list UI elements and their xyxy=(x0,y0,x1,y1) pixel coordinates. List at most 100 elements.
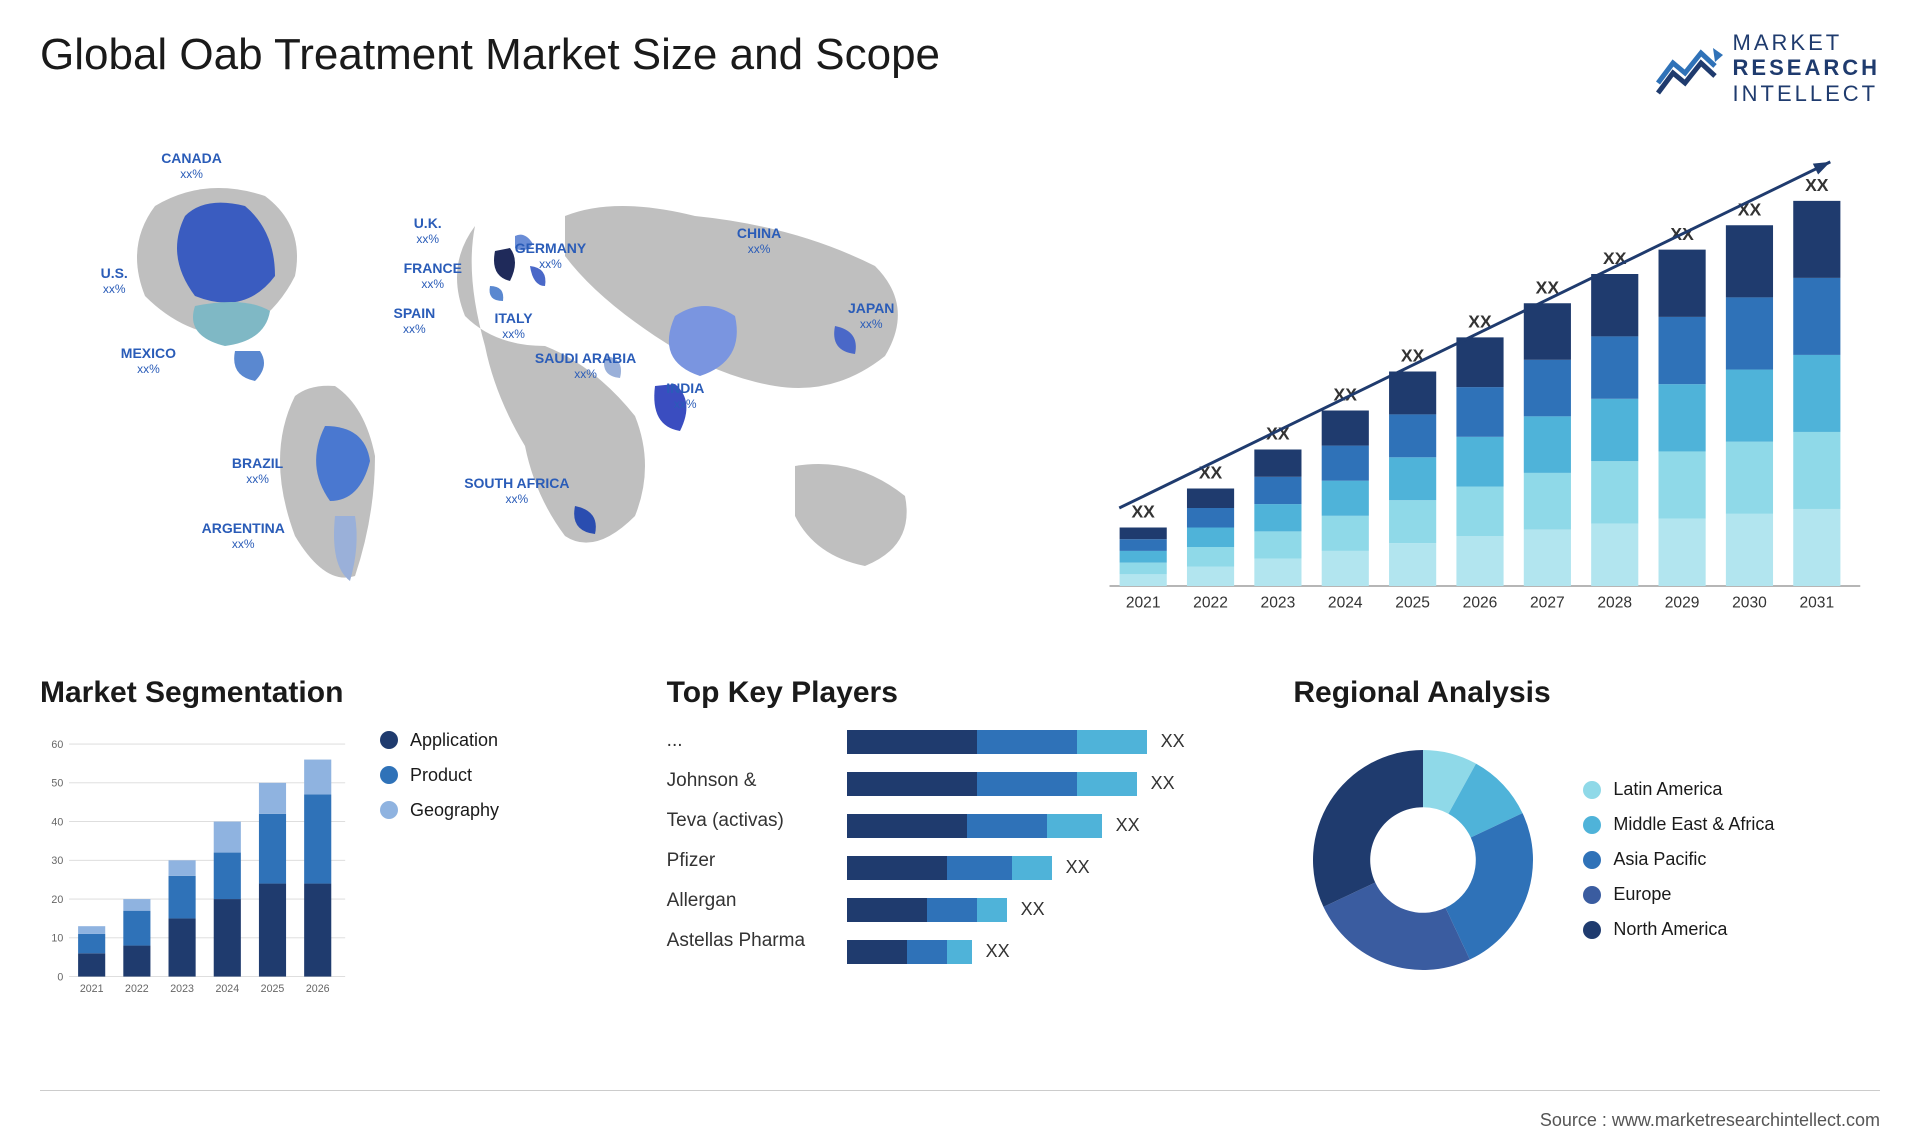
legend-item: Geography xyxy=(380,800,499,821)
source-attribution: Source : www.marketresearchintellect.com xyxy=(1540,1110,1880,1131)
map-country-label: GERMANYxx% xyxy=(515,241,587,272)
player-bar xyxy=(847,730,1147,754)
players-panel: Top Key Players ... Johnson & Teva (activa… xyxy=(667,676,1254,1010)
svg-text:XX: XX xyxy=(1199,463,1223,483)
player-label: Teva (activas) xyxy=(667,810,827,832)
svg-text:2026: 2026 xyxy=(1463,594,1498,611)
svg-text:2029: 2029 xyxy=(1665,594,1700,611)
player-bar-row: XX xyxy=(847,730,1254,754)
svg-text:2023: 2023 xyxy=(1261,594,1296,611)
map-country-label: U.S.xx% xyxy=(101,266,128,297)
panel-title: Top Key Players xyxy=(667,676,1254,710)
svg-text:60: 60 xyxy=(51,739,63,751)
player-bar-segment xyxy=(1047,814,1102,838)
player-bar-row: XX xyxy=(847,898,1254,922)
svg-text:10: 10 xyxy=(51,933,63,945)
svg-text:2028: 2028 xyxy=(1597,594,1632,611)
legend-label: Application xyxy=(410,730,498,751)
player-bar-segment xyxy=(977,898,1007,922)
map-country-label: MEXICOxx% xyxy=(121,346,176,377)
legend-swatch xyxy=(380,801,398,819)
regional-donut xyxy=(1293,730,1553,990)
legend-label: Product xyxy=(410,765,472,786)
player-bar-row: XX xyxy=(847,814,1254,838)
player-bar-row: XX xyxy=(847,772,1254,796)
player-bar-segment xyxy=(847,940,907,964)
player-label: Johnson & xyxy=(667,770,827,792)
map-country-label: FRANCExx% xyxy=(404,261,462,292)
panel-title: Market Segmentation xyxy=(40,676,627,710)
map-country-label: SOUTH AFRICAxx% xyxy=(464,476,569,507)
legend-swatch xyxy=(1583,781,1601,799)
legend-label: Asia Pacific xyxy=(1613,849,1706,870)
svg-text:2030: 2030 xyxy=(1732,594,1767,611)
player-bar-segment xyxy=(847,772,977,796)
svg-text:50: 50 xyxy=(51,778,63,790)
svg-text:2031: 2031 xyxy=(1799,594,1834,611)
map-country-label: ITALYxx% xyxy=(495,311,533,342)
page-title: Global Oab Treatment Market Size and Sco… xyxy=(40,30,940,80)
map-country-label: SAUDI ARABIAxx% xyxy=(535,351,636,382)
player-bar-segment xyxy=(907,940,947,964)
map-country-label: U.K.xx% xyxy=(414,216,442,247)
legend-swatch xyxy=(1583,851,1601,869)
legend-label: Latin America xyxy=(1613,779,1722,800)
player-bar-segment xyxy=(847,814,967,838)
svg-text:2023: 2023 xyxy=(170,983,194,995)
svg-text:2022: 2022 xyxy=(125,983,149,995)
svg-text:2021: 2021 xyxy=(1126,594,1161,611)
brand-logo: MARKET RESEARCH INTELLECT xyxy=(1653,30,1880,106)
svg-text:30: 30 xyxy=(51,855,63,867)
map-country-label: BRAZILxx% xyxy=(232,456,283,487)
legend-label: Geography xyxy=(410,800,499,821)
map-svg xyxy=(40,136,1050,636)
player-label: Pfizer xyxy=(667,850,827,872)
player-bar-segment xyxy=(947,940,972,964)
legend-swatch xyxy=(1583,921,1601,939)
segmentation-legend: Application Product Geography xyxy=(380,730,499,1010)
svg-text:0: 0 xyxy=(57,971,63,983)
player-bar-segment xyxy=(847,856,947,880)
legend-item: North America xyxy=(1583,919,1774,940)
legend-item: Middle East & Africa xyxy=(1583,814,1774,835)
map-country-label: CANADAxx% xyxy=(161,151,222,182)
svg-text:2024: 2024 xyxy=(1328,594,1363,611)
player-value: XX xyxy=(986,941,1010,962)
world-map: CANADAxx% U.S.xx% MEXICOxx% BRAZILxx% ARGENT… xyxy=(40,136,1050,636)
svg-text:2025: 2025 xyxy=(261,983,285,995)
segmentation-chart: 0102030405060202120222023202420252026 xyxy=(40,730,350,1010)
logo-line: INTELLECT xyxy=(1733,81,1880,106)
legend-swatch xyxy=(380,731,398,749)
legend-label: North America xyxy=(1613,919,1727,940)
logo-mark-icon xyxy=(1653,38,1723,98)
legend-swatch xyxy=(380,766,398,784)
svg-text:2021: 2021 xyxy=(80,983,104,995)
legend-label: Middle East & Africa xyxy=(1613,814,1774,835)
svg-text:2026: 2026 xyxy=(306,983,330,995)
player-bar-segment xyxy=(847,898,927,922)
player-bar-segment xyxy=(1012,856,1052,880)
player-bar-row: XX xyxy=(847,940,1254,964)
map-country-label: ARGENTINAxx% xyxy=(202,521,285,552)
svg-text:2022: 2022 xyxy=(1193,594,1228,611)
logo-line: MARKET xyxy=(1733,30,1880,55)
player-value: XX xyxy=(1066,857,1090,878)
player-bar-segment xyxy=(947,856,1012,880)
svg-text:40: 40 xyxy=(51,816,63,828)
svg-text:2025: 2025 xyxy=(1395,594,1430,611)
player-bar-segment xyxy=(977,730,1077,754)
player-value: XX xyxy=(1021,899,1045,920)
player-bar-segment xyxy=(1077,772,1137,796)
segmentation-panel: Market Segmentation 01020304050602021202… xyxy=(40,676,627,1010)
legend-swatch xyxy=(1583,886,1601,904)
player-bar-segment xyxy=(977,772,1077,796)
player-bar xyxy=(847,772,1137,796)
legend-label: Europe xyxy=(1613,884,1671,905)
player-label: ... xyxy=(667,730,827,752)
legend-item: Product xyxy=(380,765,499,786)
legend-item: Latin America xyxy=(1583,779,1774,800)
svg-text:2027: 2027 xyxy=(1530,594,1565,611)
map-country-label: SPAINxx% xyxy=(394,306,436,337)
player-bar xyxy=(847,856,1052,880)
map-country-label: INDIAxx% xyxy=(666,381,704,412)
